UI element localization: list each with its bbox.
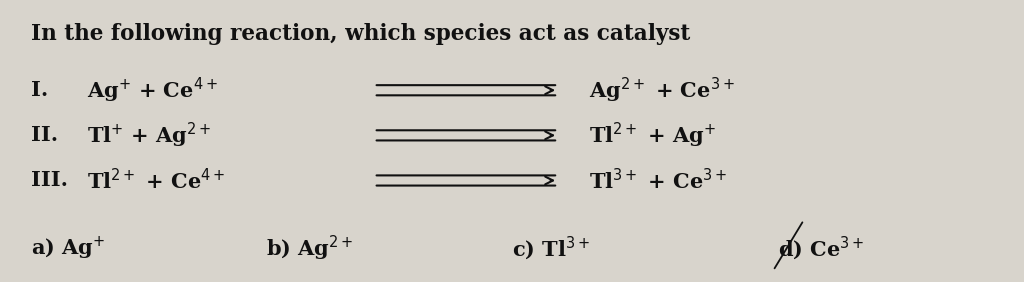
Text: Tl$^{2+}$ + Ce$^{4+}$: Tl$^{2+}$ + Ce$^{4+}$ — [87, 168, 225, 193]
Text: c) Tl$^{3+}$: c) Tl$^{3+}$ — [512, 234, 590, 262]
Text: In the following reaction, which species act as catalyst: In the following reaction, which species… — [31, 23, 690, 45]
Text: Ag$^{+}$ + Ce$^{4+}$: Ag$^{+}$ + Ce$^{4+}$ — [87, 76, 218, 105]
Text: d) Ce$^{3+}$: d) Ce$^{3+}$ — [778, 234, 865, 262]
Text: II.: II. — [31, 125, 57, 145]
Text: III.: III. — [31, 171, 68, 190]
Text: Tl$^{3+}$ + Ce$^{3+}$: Tl$^{3+}$ + Ce$^{3+}$ — [589, 168, 727, 193]
Text: a) Ag$^{+}$: a) Ag$^{+}$ — [31, 235, 105, 262]
Text: I.: I. — [31, 80, 48, 100]
Text: b) Ag$^{2+}$: b) Ag$^{2+}$ — [266, 233, 353, 263]
Text: Tl$^{2+}$ + Ag$^{+}$: Tl$^{2+}$ + Ag$^{+}$ — [589, 121, 716, 150]
Text: Tl$^{+}$ + Ag$^{2+}$: Tl$^{+}$ + Ag$^{2+}$ — [87, 121, 211, 150]
Text: Ag$^{2+}$ + Ce$^{3+}$: Ag$^{2+}$ + Ce$^{3+}$ — [589, 76, 734, 105]
